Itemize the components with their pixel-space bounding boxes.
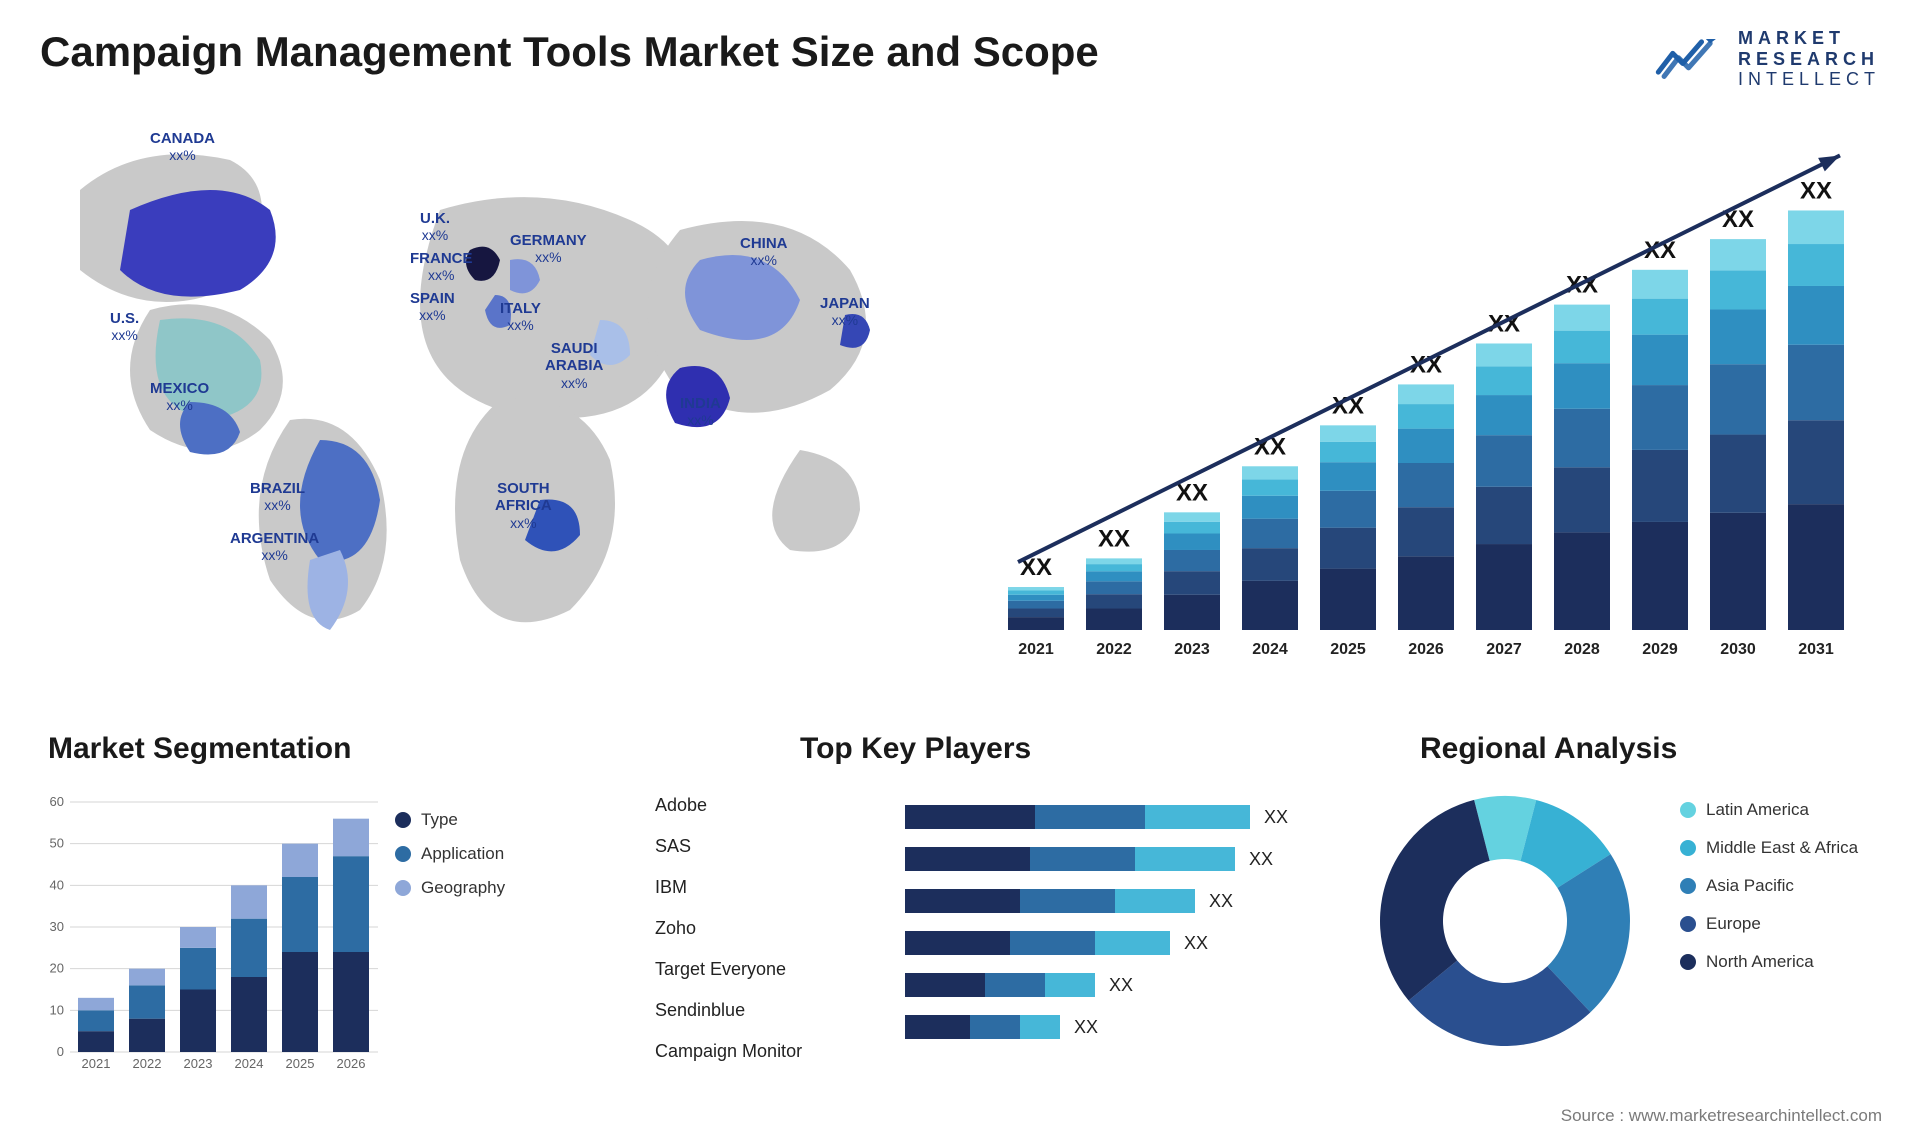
map-label-canada: CANADAxx% [150, 130, 215, 165]
player-sendinblue: Sendinblue [655, 990, 875, 1031]
svg-text:2021: 2021 [1018, 641, 1054, 658]
svg-text:2022: 2022 [1096, 641, 1132, 658]
player-ibm: IBM [655, 867, 875, 908]
map-label-mexico: MEXICOxx% [150, 380, 209, 415]
svg-text:40: 40 [50, 877, 64, 892]
svg-text:2026: 2026 [337, 1056, 366, 1071]
player-bar-row: XX [905, 1006, 1325, 1048]
svg-text:2026: 2026 [1408, 641, 1444, 658]
svg-text:50: 50 [50, 836, 64, 851]
segmentation-title: Market Segmentation [48, 732, 351, 766]
keyplayers-list: AdobeSASIBMZohoTarget EveryoneSendinblue… [655, 785, 875, 1072]
growth-bar-chart: XX2021XX2022XX2023XX2024XX2025XX2026XX20… [990, 150, 1870, 670]
region-legend-europe: Europe [1680, 914, 1858, 934]
map-label-u-s-: U.S.xx% [110, 310, 139, 345]
map-label-south-africa: SOUTHAFRICAxx% [495, 480, 552, 532]
svg-text:2023: 2023 [1174, 641, 1210, 658]
svg-text:2028: 2028 [1564, 641, 1600, 658]
svg-text:XX: XX [1098, 525, 1130, 552]
brand-logo: MARKET RESEARCH INTELLECT [1654, 28, 1880, 90]
segmentation-bar-chart: 0 10 20 30 40 50 60 2021 2022 2023 2024 2025 2026 [40, 790, 380, 1080]
segmentation-legend: Type Application Geography [395, 810, 505, 912]
seg-legend-application: Application [395, 844, 505, 864]
seg-legend-geography: Geography [395, 878, 505, 898]
player-bar-row: XX [905, 838, 1325, 880]
regional-legend: Latin America Middle East & Africa Asia Pa… [1680, 800, 1858, 990]
svg-text:2031: 2031 [1798, 641, 1834, 658]
region-legend-middle-east-africa: Middle East & Africa [1680, 838, 1858, 858]
map-label-france: FRANCExx% [410, 250, 473, 285]
world-map: CANADAxx% U.S.xx% MEXICOxx% BRAZILxx% ARGENT… [40, 120, 920, 660]
player-bar-row: XX [905, 880, 1325, 922]
svg-text:XX: XX [1800, 177, 1832, 204]
region-legend-asia-pacific: Asia Pacific [1680, 876, 1858, 896]
logo-text: MARKET RESEARCH INTELLECT [1738, 28, 1880, 90]
svg-text:2029: 2029 [1642, 641, 1678, 658]
map-label-china: CHINAxx% [740, 235, 788, 270]
player-adobe: Adobe [655, 785, 875, 826]
player-bar-row: XX [905, 964, 1325, 1006]
map-label-brazil: BRAZILxx% [250, 480, 305, 515]
map-label-germany: GERMANYxx% [510, 232, 587, 267]
keyplayers-bars: XXXXXXXXXXXX [905, 796, 1325, 1048]
map-label-spain: SPAINxx% [410, 290, 455, 325]
player-zoho: Zoho [655, 908, 875, 949]
map-label-japan: JAPANxx% [820, 295, 870, 330]
map-label-saudi-arabia: SAUDIARABIAxx% [545, 340, 603, 392]
svg-text:0: 0 [57, 1044, 64, 1059]
map-label-argentina: ARGENTINAxx% [230, 530, 319, 565]
map-label-italy: ITALYxx% [500, 300, 541, 335]
svg-text:60: 60 [50, 794, 64, 809]
svg-text:2027: 2027 [1486, 641, 1522, 658]
map-label-india: INDIAxx% [680, 395, 721, 430]
player-target-everyone: Target Everyone [655, 949, 875, 990]
svg-text:2025: 2025 [286, 1056, 315, 1071]
source-text: Source : www.marketresearchintellect.com [1561, 1106, 1882, 1126]
seg-legend-type: Type [395, 810, 505, 830]
svg-text:20: 20 [50, 961, 64, 976]
map-label-u-k-: U.K.xx% [420, 210, 450, 245]
regional-title: Regional Analysis [1420, 732, 1677, 766]
svg-text:2021: 2021 [82, 1056, 111, 1071]
logo-mark-icon [1654, 31, 1726, 88]
page-title: Campaign Management Tools Market Size an… [40, 28, 1099, 76]
player-bar-row: XX [905, 922, 1325, 964]
svg-text:2022: 2022 [133, 1056, 162, 1071]
svg-text:2025: 2025 [1330, 641, 1366, 658]
svg-text:30: 30 [50, 919, 64, 934]
region-legend-north-america: North America [1680, 952, 1858, 972]
player-sas: SAS [655, 826, 875, 867]
svg-text:2024: 2024 [235, 1056, 264, 1071]
keyplayers-title: Top Key Players [800, 732, 1031, 766]
svg-text:2023: 2023 [184, 1056, 213, 1071]
svg-text:2024: 2024 [1252, 641, 1288, 658]
regional-donut-chart [1370, 786, 1640, 1056]
region-legend-latin-america: Latin America [1680, 800, 1858, 820]
player-campaign-monitor: Campaign Monitor [655, 1031, 875, 1072]
svg-text:10: 10 [50, 1002, 64, 1017]
svg-text:2030: 2030 [1720, 641, 1756, 658]
player-bar-row: XX [905, 796, 1325, 838]
